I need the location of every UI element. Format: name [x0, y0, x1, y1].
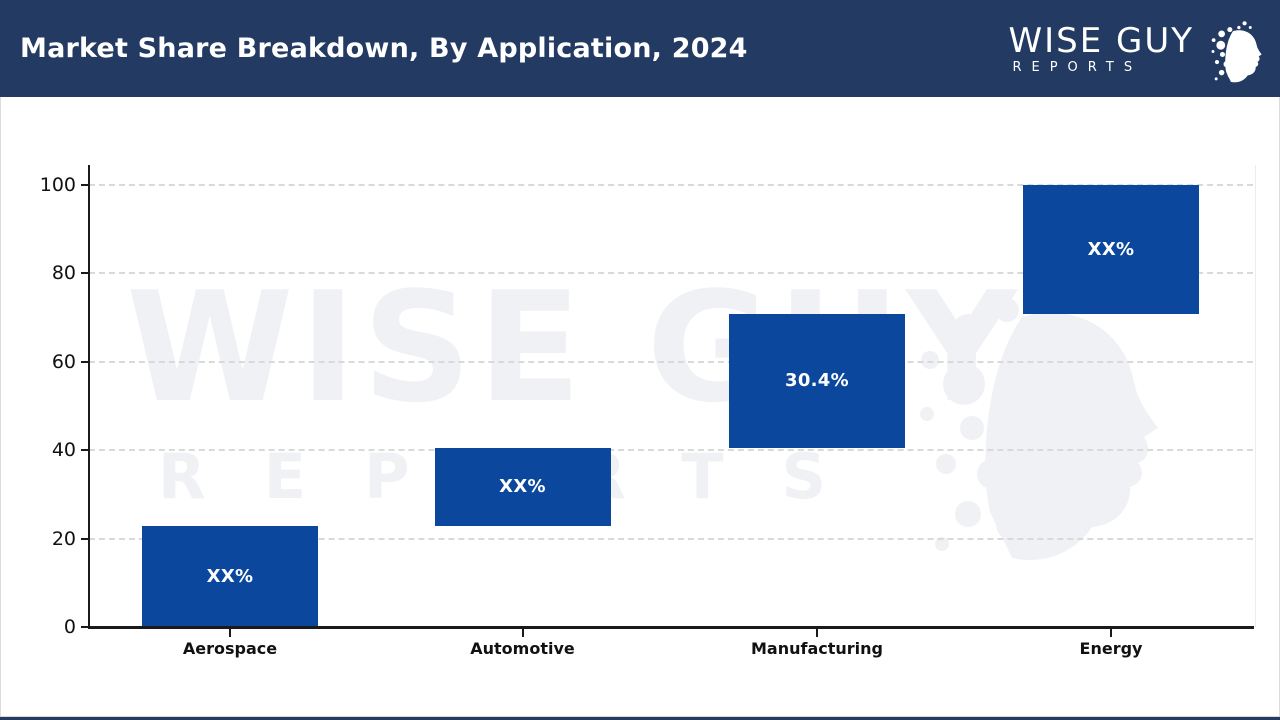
y-tick-mark-20 — [81, 537, 88, 540]
header-banner: Market Share Breakdown, By Application, … — [0, 0, 1280, 97]
gridline-20 — [89, 537, 1253, 540]
bar-value-label: XX% — [206, 565, 254, 587]
y-tick-label-80: 80 — [51, 262, 76, 285]
y-tick-label-0: 0 — [63, 616, 76, 638]
page-title: Market Share Breakdown, By Application, … — [20, 33, 748, 64]
x-tick-mark-automotive — [521, 629, 524, 637]
bar-value-label: XX% — [499, 476, 546, 498]
x-tick-label-automotive: Automotive — [470, 639, 575, 658]
x-tick-mark-aerospace — [229, 629, 231, 637]
bar-value-label: 30.4% — [785, 370, 849, 392]
y-tick-mark-80 — [81, 272, 88, 275]
bar-aerospace: XX% — [142, 525, 318, 627]
bar-value-label: XX% — [1087, 238, 1135, 260]
bar-automotive: XX% — [434, 447, 611, 526]
logo-head-icon — [1211, 20, 1262, 82]
watermark-head-icon — [920, 270, 1158, 561]
logo-text: WISE GUY REPORTS — [1008, 24, 1194, 74]
plot-right-border — [1255, 165, 1256, 627]
waterfall-chart: 0 20 40 60 80 100 XX% Aerospace XX% Automotive 30.… — [0, 97, 1280, 717]
y-tick-label-20: 20 — [51, 527, 76, 550]
x-tick-mark-energy — [1110, 629, 1112, 637]
figure-frame-left — [0, 97, 1, 717]
gridline-100 — [89, 184, 1253, 186]
logo-subtitle: REPORTS — [1012, 59, 1143, 75]
y-tick-mark-40 — [81, 449, 88, 452]
x-tick-label-aerospace: Aerospace — [182, 639, 278, 658]
footer-bar — [0, 717, 1280, 720]
x-tick-mark-manufacturing — [816, 629, 818, 637]
x-axis-line — [88, 626, 1254, 629]
gridline-60 — [89, 360, 1253, 363]
y-tick-label-60: 60 — [51, 350, 76, 373]
x-tick-label-energy: Energy — [1079, 639, 1143, 658]
y-tick-label-40: 40 — [51, 439, 76, 462]
gridline-40 — [89, 449, 1253, 452]
x-tick-label-manufacturing: Manufacturing — [751, 639, 883, 658]
y-tick-mark-60 — [81, 360, 88, 363]
bar-energy: XX% — [1023, 185, 1199, 314]
gridline-80 — [89, 272, 1253, 275]
y-axis-line — [88, 165, 90, 627]
bar-manufacturing: 30.4% — [729, 313, 905, 448]
y-tick-mark-100 — [81, 184, 88, 186]
y-tick-label-100: 100 — [39, 174, 76, 196]
y-tick-mark-0 — [81, 626, 88, 628]
logo-wordmark: WISE GUY — [1008, 20, 1194, 61]
wise-guy-reports-logo: WISE GUY REPORTS — [1008, 9, 1270, 89]
figure-frame-bottom — [0, 716, 1280, 717]
